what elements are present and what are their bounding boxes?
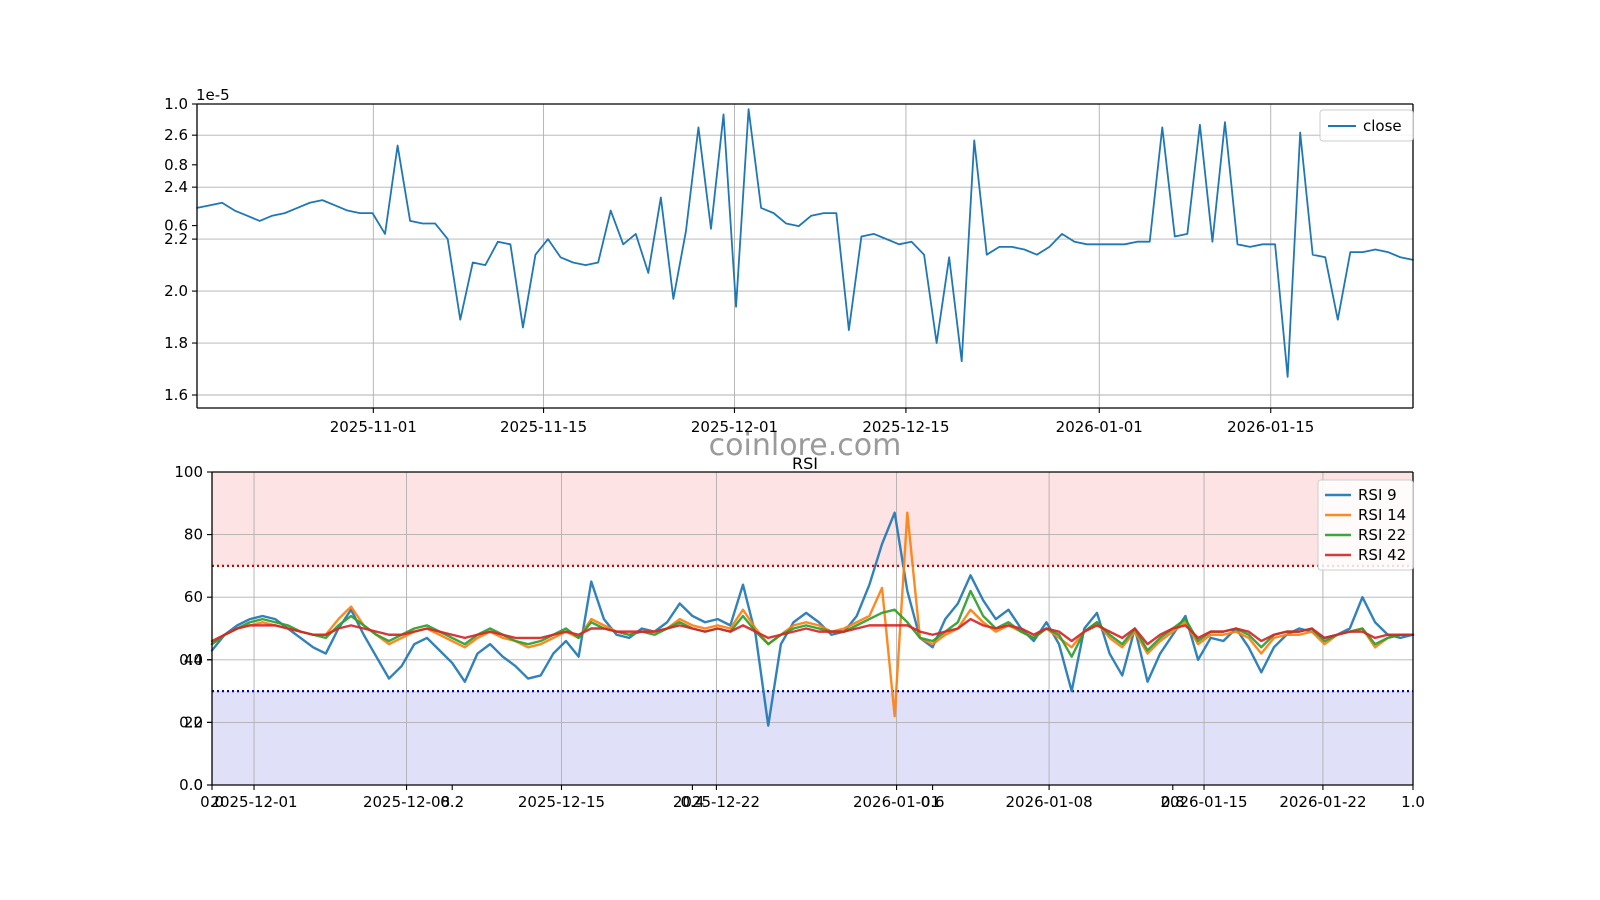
- rsi-y-tick: 80: [184, 526, 203, 544]
- price-plot-background: [197, 104, 1413, 408]
- rsi-secondary-x-tick: 0.6: [921, 793, 945, 811]
- rsi-x-tick: 2026-01-15: [1160, 793, 1247, 811]
- price-y-tick: 1.6: [164, 386, 188, 404]
- rsi-legend: RSI 9 RSI 14 RSI 22 RSI 42: [1317, 479, 1414, 571]
- price-y-tick: 2.2: [164, 230, 188, 248]
- price-x-tick: 2025-12-01: [691, 418, 778, 436]
- rsi-secondary-x-tick: 0.4: [680, 793, 704, 811]
- rsi-y-tick-labels: 0 20 40 60 80 100: [174, 463, 212, 794]
- price-legend: close: [1319, 109, 1414, 142]
- rsi-x-tick-labels: 2025-12-01 2025-12-08 2025-12-15 2025-12-22…: [210, 785, 1367, 811]
- rsi-y-tick: 40: [184, 651, 203, 669]
- price-y-tick-labels: 1.6 1.8 2.0 2.2 2.4 2.6: [164, 126, 197, 404]
- price-y-tick: 2.0: [164, 282, 188, 300]
- price-secondary-y-tick: 1.0: [164, 95, 188, 113]
- price-x-tick-labels: 2025-11-01 2025-11-15 2025-12-01 2025-12-15…: [330, 408, 1314, 436]
- rsi-series-lines: [210, 511, 1415, 727]
- price-axes-frame: [196, 103, 1414, 409]
- rsi-legend-label: RSI 42: [1358, 546, 1406, 564]
- price-x-tick: 2026-01-01: [1056, 418, 1143, 436]
- rsi-secondary-x-tick: 1.0: [1401, 793, 1425, 811]
- rsi-legend-label: RSI 22: [1358, 526, 1406, 544]
- price-x-tick: 2025-11-15: [500, 418, 587, 436]
- rsi-x-tick: 2026-01-01: [853, 793, 940, 811]
- rsi-legend-label: RSI 9: [1358, 486, 1397, 504]
- oversold-band: [212, 691, 1413, 785]
- price-y-tick: 2.6: [164, 126, 188, 144]
- price-axis-offset-text: 1e-5: [196, 86, 230, 104]
- price-secondary-y-tick: 0.8: [164, 156, 188, 174]
- price-x-tick: 2026-01-15: [1227, 418, 1314, 436]
- rsi-secondary-x-tick-labels: 0.0 0.2 0.4 0.6 0.8 1.0: [200, 785, 1425, 811]
- rsi-secondary-x-tick: 0.2: [440, 793, 464, 811]
- rsi-x-tick: 2026-01-08: [1006, 793, 1093, 811]
- rsi-y-tick: 100: [174, 463, 203, 481]
- rsi-title: RSI: [792, 454, 818, 473]
- rsi-x-tick: 2025-12-22: [673, 793, 760, 811]
- rsi-secondary-y-tick: 0.4: [179, 651, 203, 669]
- overbought-band: [212, 472, 1413, 566]
- rsi-legend-label: RSI 14: [1358, 506, 1406, 524]
- rsi-x-tick: 2025-12-01: [210, 793, 297, 811]
- rsi-secondary-x-tick: 0.0: [200, 793, 224, 811]
- rsi-series-line: [210, 617, 1415, 646]
- rsi-x-tick: 2025-12-08: [363, 793, 450, 811]
- rsi-secondary-y-tick: 0.0: [179, 776, 203, 794]
- price-legend-label: close: [1363, 117, 1402, 135]
- price-x-tick: 2025-12-15: [862, 418, 949, 436]
- rsi-axes-frame: [211, 471, 1414, 786]
- price-gridlines: [197, 134, 1413, 396]
- price-y-tick: 2.4: [164, 178, 188, 196]
- price-secondary-y-tick-labels: 0.6 0.8 1.0: [164, 95, 197, 235]
- rsi-y-tick: 20: [184, 713, 203, 731]
- watermark-text: coinlore.com: [709, 428, 902, 463]
- price-x-tick: 2025-11-01: [330, 418, 417, 436]
- rsi-secondary-x-tick: 0.8: [1161, 793, 1185, 811]
- rsi-y-tick: 0: [193, 776, 203, 794]
- price-panel: 1.61.82.02.22.42.6 0.60.81.0 2025-11-01 2…: [164, 86, 1414, 436]
- rsi-secondary-y-tick-labels: 0.0 0.2 0.4: [179, 651, 212, 794]
- price-close-line: [196, 108, 1414, 378]
- rsi-x-tick: 2026-01-22: [1279, 793, 1366, 811]
- rsi-y-tick: 60: [184, 588, 203, 606]
- rsi-series-line: [210, 511, 1415, 727]
- price-x-gridlines: [372, 104, 1272, 408]
- rsi-secondary-y-tick: 0.2: [179, 713, 203, 731]
- price-secondary-y-tick: 0.6: [164, 217, 188, 235]
- price-y-tick: 1.8: [164, 334, 188, 352]
- rsi-x-tick: 2025-12-15: [518, 793, 605, 811]
